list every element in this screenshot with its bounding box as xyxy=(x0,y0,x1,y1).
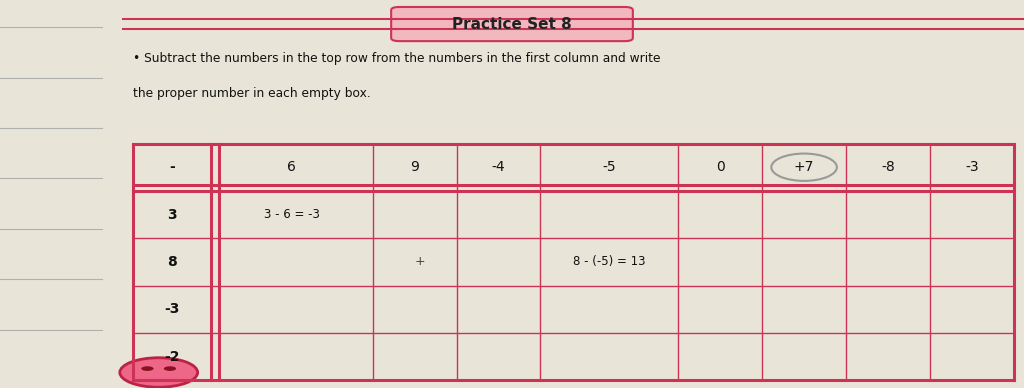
Text: 9: 9 xyxy=(411,160,419,174)
Circle shape xyxy=(141,366,154,371)
Text: +: + xyxy=(415,255,425,268)
Text: 3 - 6 = -3: 3 - 6 = -3 xyxy=(264,208,319,221)
Circle shape xyxy=(164,366,176,371)
Text: -3: -3 xyxy=(165,302,180,316)
Text: Practice Set 8: Practice Set 8 xyxy=(453,17,571,31)
Text: 8: 8 xyxy=(167,255,177,269)
Text: -5: -5 xyxy=(602,160,616,174)
Text: -2: -2 xyxy=(164,350,180,364)
Text: -3: -3 xyxy=(965,160,979,174)
Text: • Subtract the numbers in the top row from the numbers in the first column and w: • Subtract the numbers in the top row fr… xyxy=(133,52,660,65)
Text: -: - xyxy=(169,160,175,174)
Text: +7: +7 xyxy=(794,160,814,174)
Text: -8: -8 xyxy=(881,160,895,174)
Text: 0: 0 xyxy=(716,160,725,174)
Text: 8 - (-5) = 13: 8 - (-5) = 13 xyxy=(573,255,646,268)
Text: the proper number in each empty box.: the proper number in each empty box. xyxy=(133,87,371,100)
FancyBboxPatch shape xyxy=(391,7,633,41)
Text: -4: -4 xyxy=(492,160,506,174)
Text: 6: 6 xyxy=(288,160,296,174)
Circle shape xyxy=(120,358,198,387)
Text: 3: 3 xyxy=(167,208,177,222)
